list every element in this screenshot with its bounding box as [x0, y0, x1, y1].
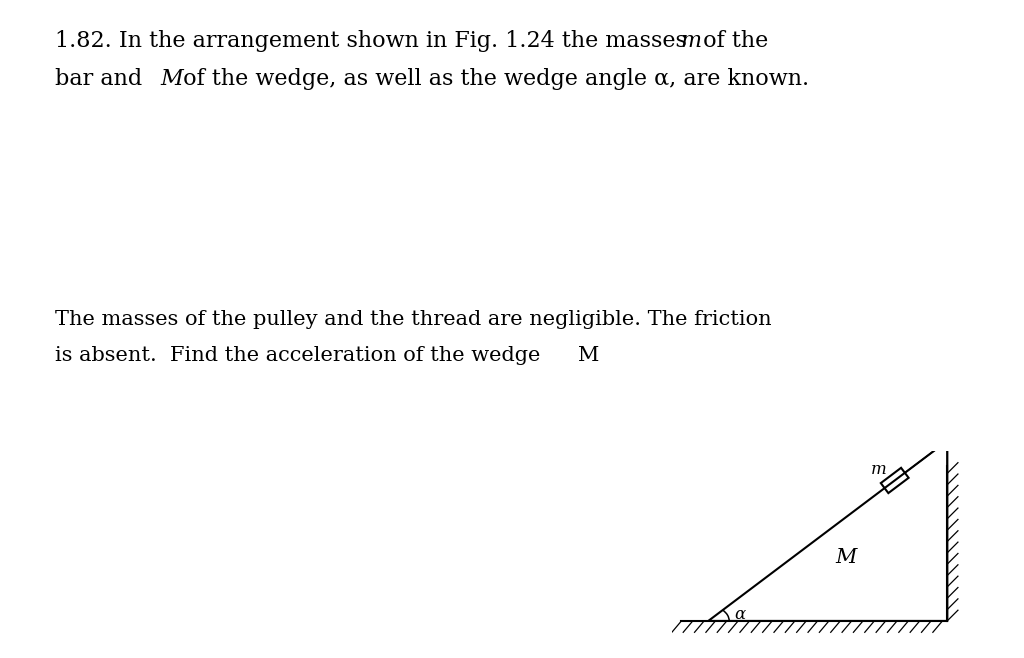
Text: M: M	[578, 346, 599, 365]
Text: of the wedge, as well as the wedge angle α, are known.: of the wedge, as well as the wedge angle…	[176, 68, 809, 90]
Text: m: m	[680, 30, 701, 52]
Text: bar and: bar and	[55, 68, 150, 90]
Text: m: m	[871, 461, 887, 478]
Text: M: M	[835, 548, 856, 567]
Text: 1.82. In the arrangement shown in Fig. 1.24 the masses: 1.82. In the arrangement shown in Fig. 1…	[55, 30, 694, 52]
Text: of the: of the	[696, 30, 768, 52]
Text: α: α	[734, 606, 745, 623]
Text: The masses of the pulley and the thread are negligible. The friction: The masses of the pulley and the thread …	[55, 310, 772, 329]
Text: M: M	[160, 68, 182, 90]
Text: is absent.  Find the acceleration of the wedge: is absent. Find the acceleration of the …	[55, 346, 547, 365]
